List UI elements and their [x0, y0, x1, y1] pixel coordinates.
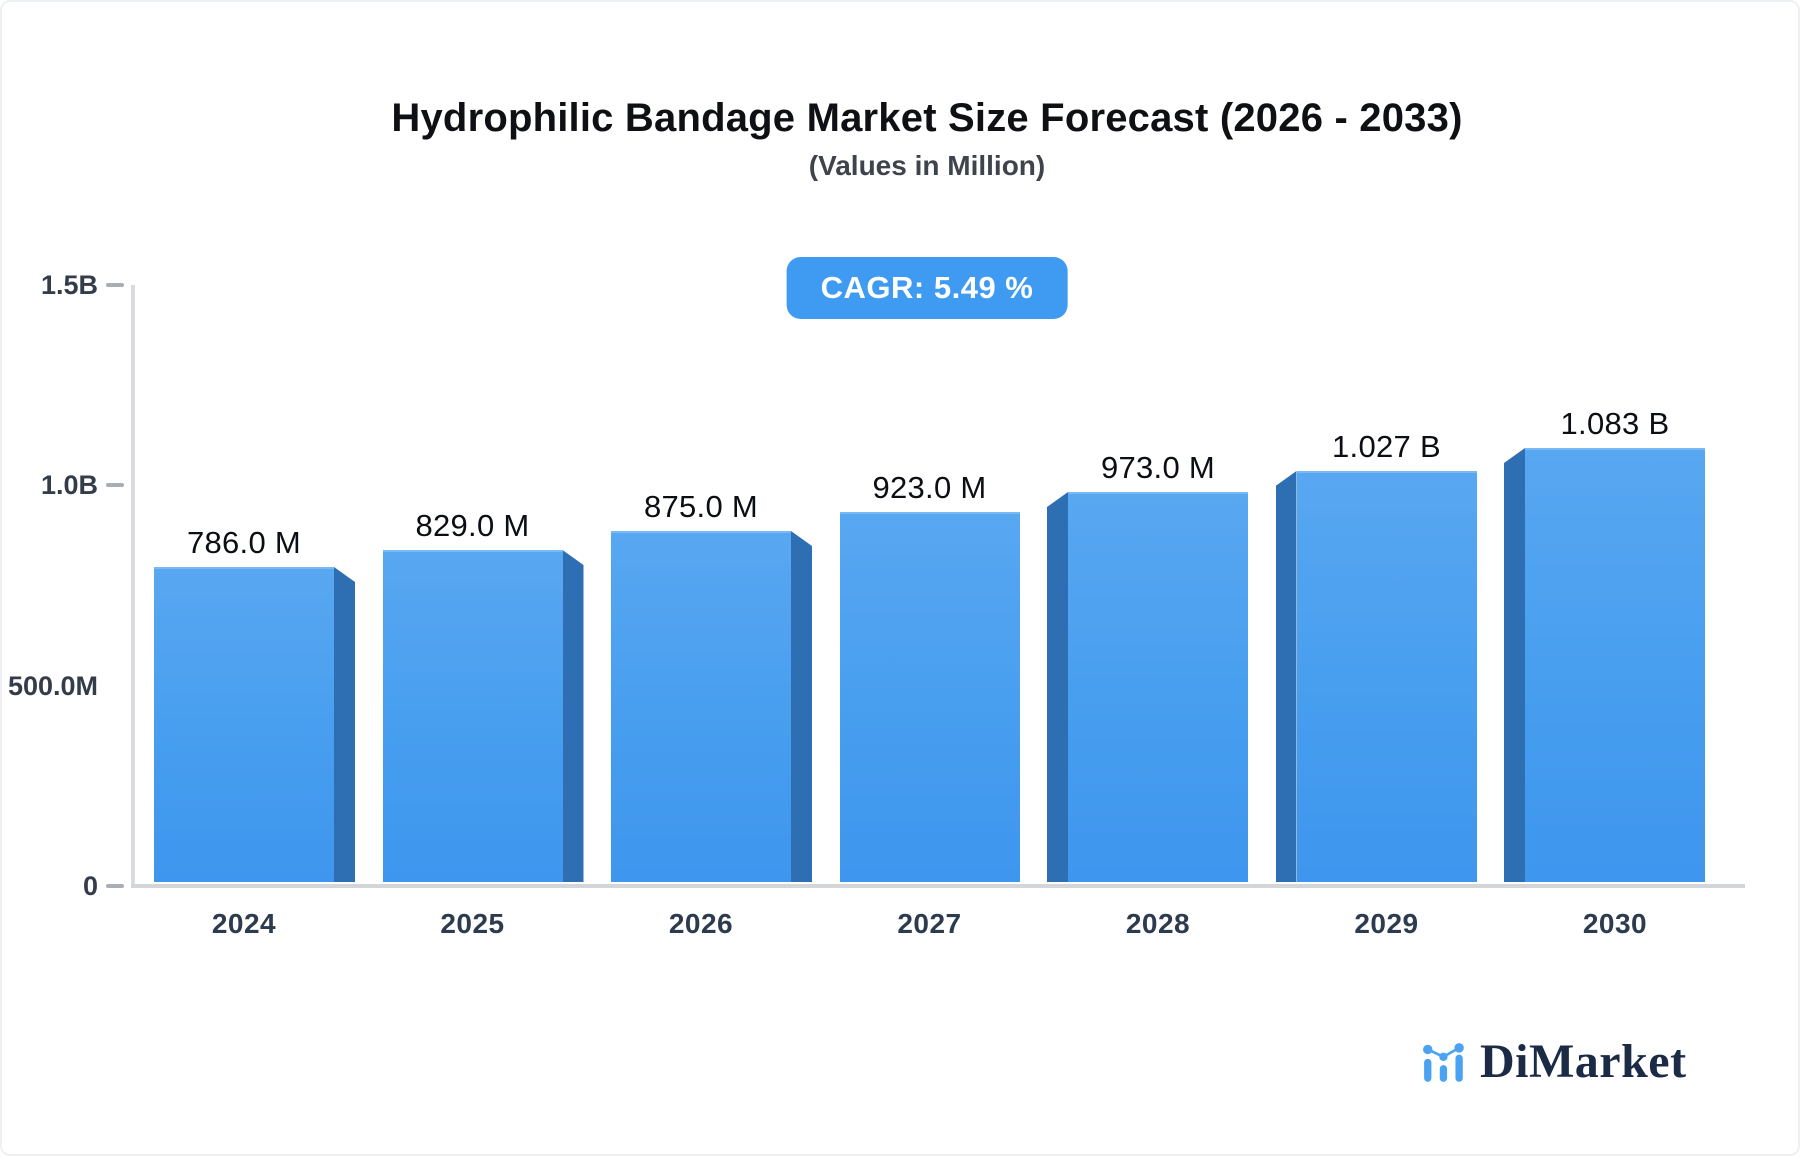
y-axis-tick — [106, 483, 124, 488]
x-axis-label: 2026 — [668, 908, 734, 939]
bar-value-label: 923.0 M — [872, 470, 987, 505]
y-axis-label: 1.5B — [40, 270, 98, 300]
bar-2026[interactable] — [611, 531, 791, 882]
y-axis-tick — [106, 884, 124, 888]
bar-column: 1.027 B 2029 — [1275, 429, 1477, 939]
x-axis-label: 2025 — [440, 908, 505, 939]
chart-title: Hydrophilic Bandage Market Size Forecast… — [391, 96, 1463, 140]
x-axis-label: 2029 — [1354, 908, 1419, 939]
chart-subtitle: (Values in Million) — [808, 150, 1046, 181]
y-axis-line — [131, 285, 135, 886]
bar-column: 1.083 B 2030 — [1504, 406, 1705, 939]
bar-value-label: 786.0 M — [186, 525, 302, 560]
bar-2027[interactable] — [839, 512, 1020, 882]
dimarket-logo: DiMarket — [1422, 1038, 1687, 1086]
bar-2028[interactable] — [1068, 492, 1248, 882]
bar-column: 875.0 M 2026 — [611, 489, 812, 939]
bar-value-label: 1.027 B — [1332, 429, 1441, 464]
bar-side-face — [562, 550, 584, 882]
bar-column: 786.0 M 2024 — [154, 525, 355, 939]
bar-column: 973.0 M 2028 — [1047, 450, 1248, 939]
y-axis-label: 0 — [82, 871, 98, 901]
x-axis-label: 2027 — [897, 908, 962, 939]
bar-side-face — [1047, 492, 1068, 882]
x-axis-label: 2028 — [1125, 908, 1191, 939]
x-axis-line — [131, 884, 1745, 888]
x-axis-label: 2030 — [1582, 908, 1648, 939]
bar-2024[interactable] — [154, 567, 334, 882]
bar-value-label: 1.083 B — [1560, 406, 1670, 441]
bar-2029[interactable] — [1296, 471, 1477, 882]
y-axis-label: 500.0M — [7, 670, 98, 701]
bar-value-label: 829.0 M — [415, 508, 530, 543]
y-axis-tick — [106, 283, 124, 287]
mini-bar-chart-icon — [1423, 1043, 1464, 1082]
bar-value-label: 875.0 M — [643, 489, 759, 524]
bar-column: 923.0 M 2027 — [839, 470, 1020, 939]
bar-side-face — [791, 531, 812, 882]
bar-side-face — [334, 567, 355, 882]
brand-name: DiMarket — [1480, 1035, 1687, 1088]
cagr-badge: CAGR: 5.49 % — [786, 257, 1068, 319]
bar-column: 829.0 M 2025 — [382, 508, 584, 939]
bar-2025[interactable] — [382, 550, 563, 882]
y-axis-label: 1.0B — [40, 470, 98, 501]
x-axis-label: 2024 — [211, 908, 277, 939]
bar-value-label: 973.0 M — [1100, 450, 1216, 485]
bar-side-face — [1275, 471, 1297, 882]
bar-2030[interactable] — [1525, 448, 1705, 882]
bar-side-face — [1504, 448, 1525, 882]
